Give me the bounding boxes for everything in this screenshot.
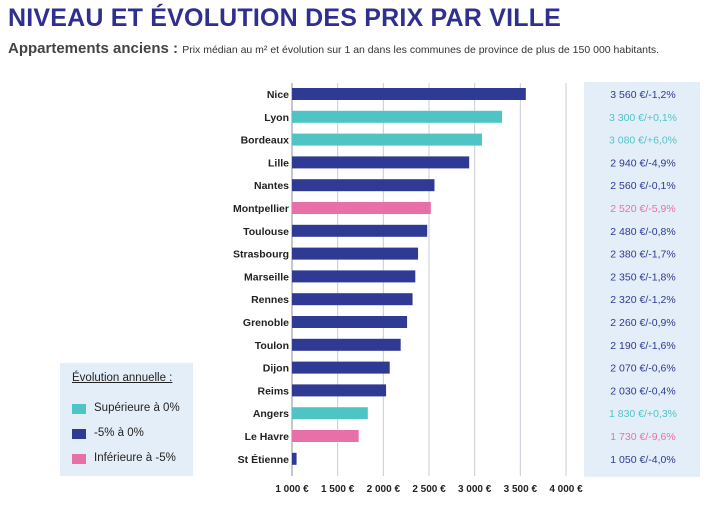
- legend-swatch-below: [72, 454, 86, 464]
- x-tick-label: 4 000 €: [549, 484, 583, 495]
- legend: Évolution annuelle : Supérieure à 0% -5%…: [60, 363, 193, 476]
- bar: [292, 270, 416, 283]
- data-label: 2 940 €/-4,9%: [610, 157, 675, 169]
- legend-label-mid: -5% à 0%: [94, 427, 144, 439]
- legend-swatch-above: [72, 404, 86, 414]
- category-label: St Étienne: [238, 453, 290, 466]
- category-label: Dijon: [263, 363, 289, 375]
- x-tick-label: 1 500 €: [321, 484, 355, 495]
- category-label: Lyon: [264, 112, 289, 124]
- legend-label-below: Inférieure à -5%: [94, 452, 176, 464]
- data-label: 2 560 €/-0,1%: [610, 180, 675, 192]
- x-tick-label: 1 000 €: [275, 484, 309, 495]
- data-label: 2 380 €/-1,7%: [610, 249, 675, 261]
- page-title: NIVEAU ET ÉVOLUTION DES PRIX PAR VILLE: [8, 4, 562, 32]
- data-label: 2 480 €/-0,8%: [610, 226, 675, 238]
- data-label: 1 830 €/+0,3%: [609, 408, 677, 420]
- legend-title: Évolution annuelle :: [72, 372, 173, 384]
- bar: [292, 407, 368, 420]
- category-label: Rennes: [251, 294, 289, 306]
- category-label: Toulon: [255, 340, 289, 352]
- category-label: Reims: [257, 385, 289, 397]
- data-label: 2 190 €/-1,6%: [610, 340, 675, 352]
- subtitle-text: Prix médian au m² et évolution sur 1 an …: [182, 44, 660, 56]
- bar: [292, 293, 413, 306]
- bar: [292, 88, 526, 100]
- bar: [292, 110, 503, 123]
- data-label: 2 320 €/-1,2%: [610, 294, 675, 306]
- bar: [292, 430, 359, 442]
- legend-swatch-mid: [72, 429, 86, 439]
- bar: [292, 156, 470, 169]
- data-label: 1 050 €/-4,0%: [610, 454, 675, 466]
- data-label: 3 560 €/-1,2%: [610, 89, 675, 101]
- bar: [292, 179, 435, 192]
- category-label: Marseille: [244, 271, 289, 283]
- bar: [292, 133, 482, 146]
- category-label: Nantes: [254, 180, 289, 192]
- x-tick-label: 3 500 €: [504, 484, 538, 495]
- bar: [292, 384, 387, 397]
- data-label: 2 260 €/-0,9%: [610, 317, 675, 329]
- bar: [292, 202, 431, 214]
- data-label: 3 080 €/+6,0%: [609, 135, 677, 147]
- data-label: 3 300 €/+0,1%: [609, 112, 677, 124]
- category-label: Angers: [253, 408, 289, 420]
- category-label: Strasbourg: [233, 249, 289, 261]
- category-label: Le Havre: [245, 431, 290, 443]
- x-tick-label: 2 000 €: [367, 484, 401, 495]
- bar: [292, 224, 428, 237]
- values-panel: [584, 82, 700, 477]
- category-label: Grenoble: [243, 317, 289, 329]
- x-tick-label: 2 500 €: [412, 484, 446, 495]
- category-label: Toulouse: [243, 226, 289, 238]
- bar: [292, 247, 419, 260]
- category-label: Nice: [267, 89, 289, 101]
- data-label: 1 730 €/-9,6%: [610, 431, 675, 443]
- data-label: 2 350 €/-1,8%: [610, 271, 675, 283]
- bar: [292, 361, 390, 374]
- x-tick-label: 3 000 €: [458, 484, 492, 495]
- subtitle-bold: Appartements anciens :: [8, 40, 179, 57]
- legend-label-above: Supérieure à 0%: [94, 402, 180, 414]
- bar: [292, 338, 401, 351]
- category-label: Montpellier: [233, 203, 289, 215]
- page-subtitle: Appartements anciens : Prix médian au m²…: [8, 40, 659, 57]
- category-label: Lille: [268, 157, 289, 169]
- data-label: 2 520 €/-5,9%: [610, 203, 675, 215]
- data-label: 2 030 €/-0,4%: [610, 385, 675, 397]
- bar: [292, 316, 408, 328]
- category-label: Bordeaux: [241, 135, 290, 147]
- data-label: 2 070 €/-0,6%: [610, 363, 675, 375]
- bar: [292, 452, 297, 465]
